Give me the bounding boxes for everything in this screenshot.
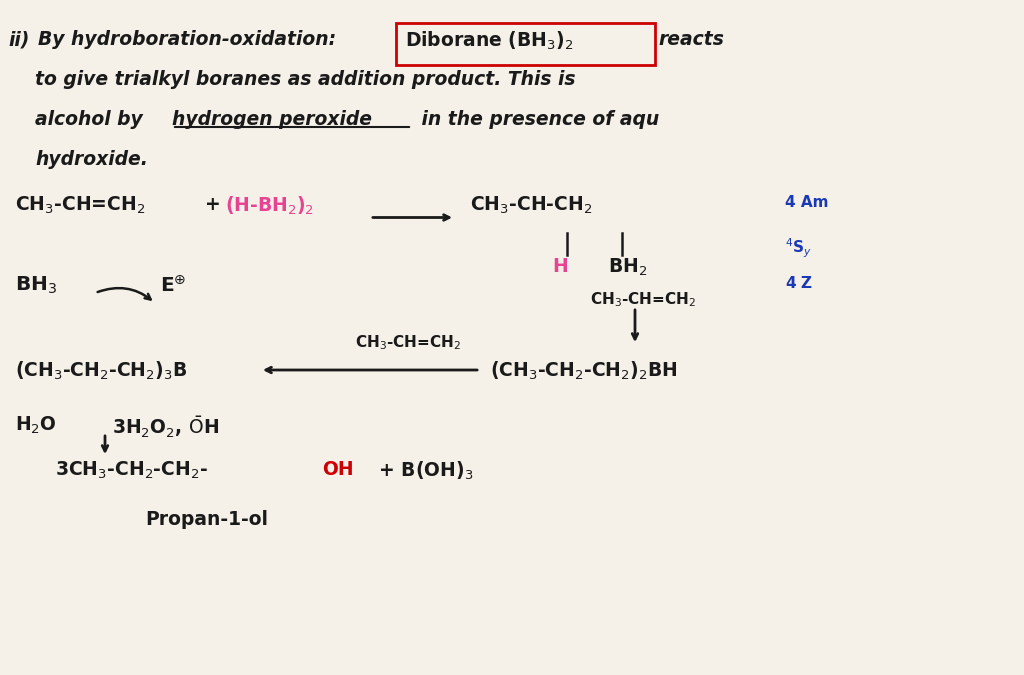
Text: BH$_3$: BH$_3$ xyxy=(15,275,57,296)
Text: 3H$_2$O$_2$, $\bar{\mathrm{O}}$H: 3H$_2$O$_2$, $\bar{\mathrm{O}}$H xyxy=(112,415,219,440)
Text: (H-BH$_2$)$_2$: (H-BH$_2$)$_2$ xyxy=(225,195,314,217)
Text: 4 Am: 4 Am xyxy=(785,195,828,210)
Text: H$_2$O: H$_2$O xyxy=(15,415,56,436)
Text: (CH$_3$-CH$_2$-CH$_2$)$_2$BH: (CH$_3$-CH$_2$-CH$_2$)$_2$BH xyxy=(490,360,678,382)
Text: BH$_2$: BH$_2$ xyxy=(608,257,647,278)
Text: CH$_3$-CH=CH$_2$: CH$_3$-CH=CH$_2$ xyxy=(355,333,461,352)
Text: OH: OH xyxy=(322,460,353,479)
Text: hydrogen peroxide: hydrogen peroxide xyxy=(172,110,372,129)
Text: alcohol by: alcohol by xyxy=(35,110,150,129)
Text: E$^{\oplus}$: E$^{\oplus}$ xyxy=(160,275,186,296)
Text: in the presence of aqu: in the presence of aqu xyxy=(415,110,659,129)
Text: ii): ii) xyxy=(8,30,30,49)
Text: Propan-1-ol: Propan-1-ol xyxy=(145,510,268,529)
Text: to give trialkyl boranes as addition product. This is: to give trialkyl boranes as addition pro… xyxy=(35,70,575,89)
Text: By hydroboration-oxidation:: By hydroboration-oxidation: xyxy=(38,30,336,49)
Text: CH$_3$-CH-CH$_2$: CH$_3$-CH-CH$_2$ xyxy=(470,195,592,216)
Text: Diborane (BH$_3$)$_2$: Diborane (BH$_3$)$_2$ xyxy=(406,30,573,52)
Text: H: H xyxy=(552,257,567,276)
Text: CH$_3$-CH=CH$_2$: CH$_3$-CH=CH$_2$ xyxy=(15,195,145,216)
Text: hydroxide.: hydroxide. xyxy=(35,150,147,169)
Text: (CH$_3$-CH$_2$-CH$_2$)$_3$B: (CH$_3$-CH$_2$-CH$_2$)$_3$B xyxy=(15,360,187,382)
Text: 4 $\mathbf{Z}$: 4 $\mathbf{Z}$ xyxy=(785,275,813,291)
Text: $^4$S$_y$: $^4$S$_y$ xyxy=(785,237,812,261)
Text: CH$_3$-CH=CH$_2$: CH$_3$-CH=CH$_2$ xyxy=(590,290,696,308)
Text: reacts: reacts xyxy=(658,30,724,49)
Text: +: + xyxy=(205,195,227,214)
Text: + B(OH)$_3$: + B(OH)$_3$ xyxy=(372,460,473,483)
Text: 3CH$_3$-CH$_2$-CH$_2$-: 3CH$_3$-CH$_2$-CH$_2$- xyxy=(55,460,208,481)
